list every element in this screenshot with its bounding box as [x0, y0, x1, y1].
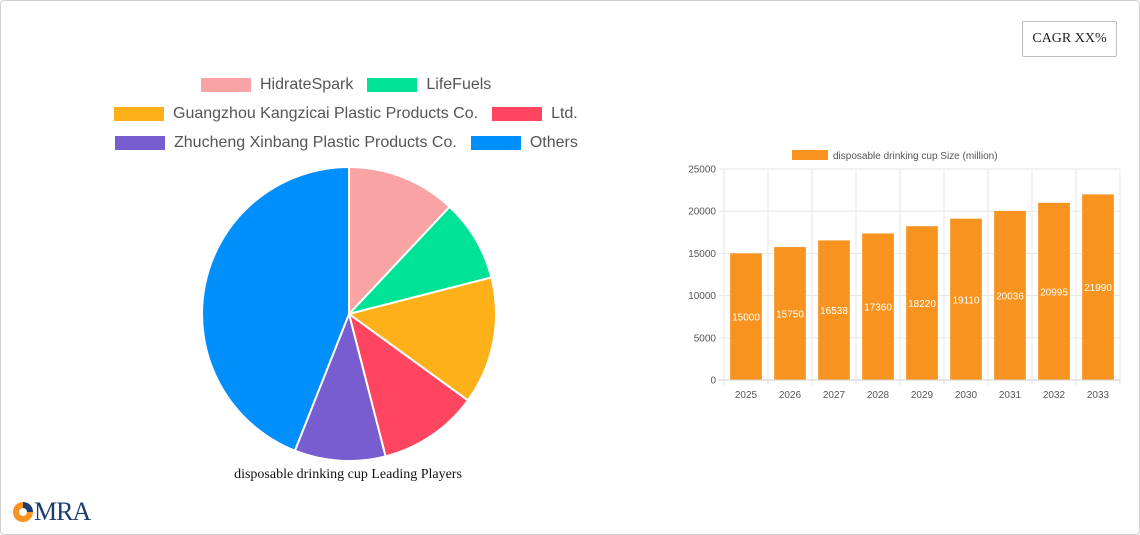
pie-legend-row: Zhucheng Xinbang Plastic Products Co. Ot… [115, 133, 578, 153]
bar[interactable] [774, 247, 806, 380]
logo-mark-icon [13, 502, 33, 522]
bar[interactable] [730, 253, 762, 380]
bar[interactable] [994, 210, 1026, 380]
bar-value-label: 16538 [820, 306, 848, 317]
bar-value-label: 18220 [908, 299, 936, 310]
y-tick-label: 20000 [688, 207, 716, 218]
x-tick-label: 2025 [735, 390, 758, 401]
legend-label: Ltd. [551, 105, 578, 122]
x-tick-label: 2031 [999, 390, 1022, 401]
legend-item[interactable]: Others [470, 134, 578, 152]
bar-legend-swatch [792, 150, 828, 160]
x-tick-label: 2032 [1043, 390, 1066, 401]
legend-label: Zhucheng Xinbang Plastic Products Co. [174, 134, 457, 151]
pie-caption: disposable drinking cup Leading Players [234, 467, 462, 482]
x-tick-label: 2028 [867, 390, 890, 401]
x-tick-label: 2029 [911, 390, 934, 401]
legend-item[interactable]: Zhucheng Xinbang Plastic Products Co. [115, 134, 457, 152]
y-tick-label: 10000 [688, 291, 716, 302]
pie-chart [201, 165, 497, 462]
legend-swatch [470, 136, 521, 150]
legend-item[interactable]: Guangzhou Kangzicai Plastic Products Co. [114, 105, 478, 123]
bar-value-label: 17360 [864, 303, 892, 314]
bar[interactable] [906, 226, 938, 380]
pie-slice[interactable] [201, 165, 350, 452]
pie-slice[interactable] [293, 310, 387, 462]
legend-label: Others [529, 134, 578, 151]
bar[interactable] [818, 240, 850, 380]
pie-slice[interactable] [347, 311, 470, 458]
bar-legend-label: disposable drinking cup Size (million) [833, 151, 998, 162]
x-tick-label: 2030 [955, 390, 978, 401]
cagr-badge: CAGR XX% [1022, 21, 1117, 57]
bar[interactable] [1038, 202, 1070, 380]
bar[interactable] [862, 233, 894, 380]
bar-value-label: 20995 [1040, 287, 1068, 298]
logo-text: MRA [34, 497, 91, 526]
y-tick-label: 25000 [688, 165, 716, 176]
legend-swatch [367, 78, 418, 92]
legend-label: HidrateSpark [260, 76, 354, 93]
legend-label: Guangzhou Kangzicai Plastic Products Co. [173, 105, 479, 122]
bar-value-label: 20036 [996, 291, 1024, 302]
legend-label: LifeFuels [426, 76, 492, 93]
y-tick-label: 15000 [688, 249, 716, 260]
legend-swatch [114, 107, 164, 121]
bar[interactable] [950, 218, 982, 380]
bar[interactable] [1082, 194, 1114, 380]
bar-value-label: 21990 [1084, 283, 1112, 294]
legend-swatch [115, 136, 165, 150]
legend-item[interactable]: HidrateSpark [201, 76, 353, 94]
legend-item[interactable]: Ltd. [492, 105, 578, 123]
y-tick-label: 5000 [694, 333, 717, 344]
x-tick-label: 2026 [779, 390, 802, 401]
legend-swatch [492, 107, 543, 121]
bar-value-label: 19110 [952, 295, 980, 306]
legend-swatch [201, 78, 251, 92]
pie-slice[interactable] [346, 276, 497, 402]
pie-legend-row: Guangzhou Kangzicai Plastic Products Co.… [114, 104, 578, 124]
y-tick-label: 0 [710, 376, 716, 387]
x-tick-label: 2027 [823, 390, 846, 401]
pie-legend-row: HidrateSpark LifeFuels [201, 75, 491, 95]
legend-item[interactable]: LifeFuels [367, 76, 491, 94]
mra-logo: MRA [12, 497, 91, 527]
pie-slice[interactable] [348, 165, 452, 317]
bar-value-label: 15750 [776, 310, 804, 321]
bar-chart: disposable drinking cup Size (million) 0… [688, 150, 1121, 401]
pie-slice[interactable] [345, 205, 493, 316]
bar-value-label: 15000 [732, 313, 760, 324]
x-tick-label: 2033 [1087, 390, 1110, 401]
